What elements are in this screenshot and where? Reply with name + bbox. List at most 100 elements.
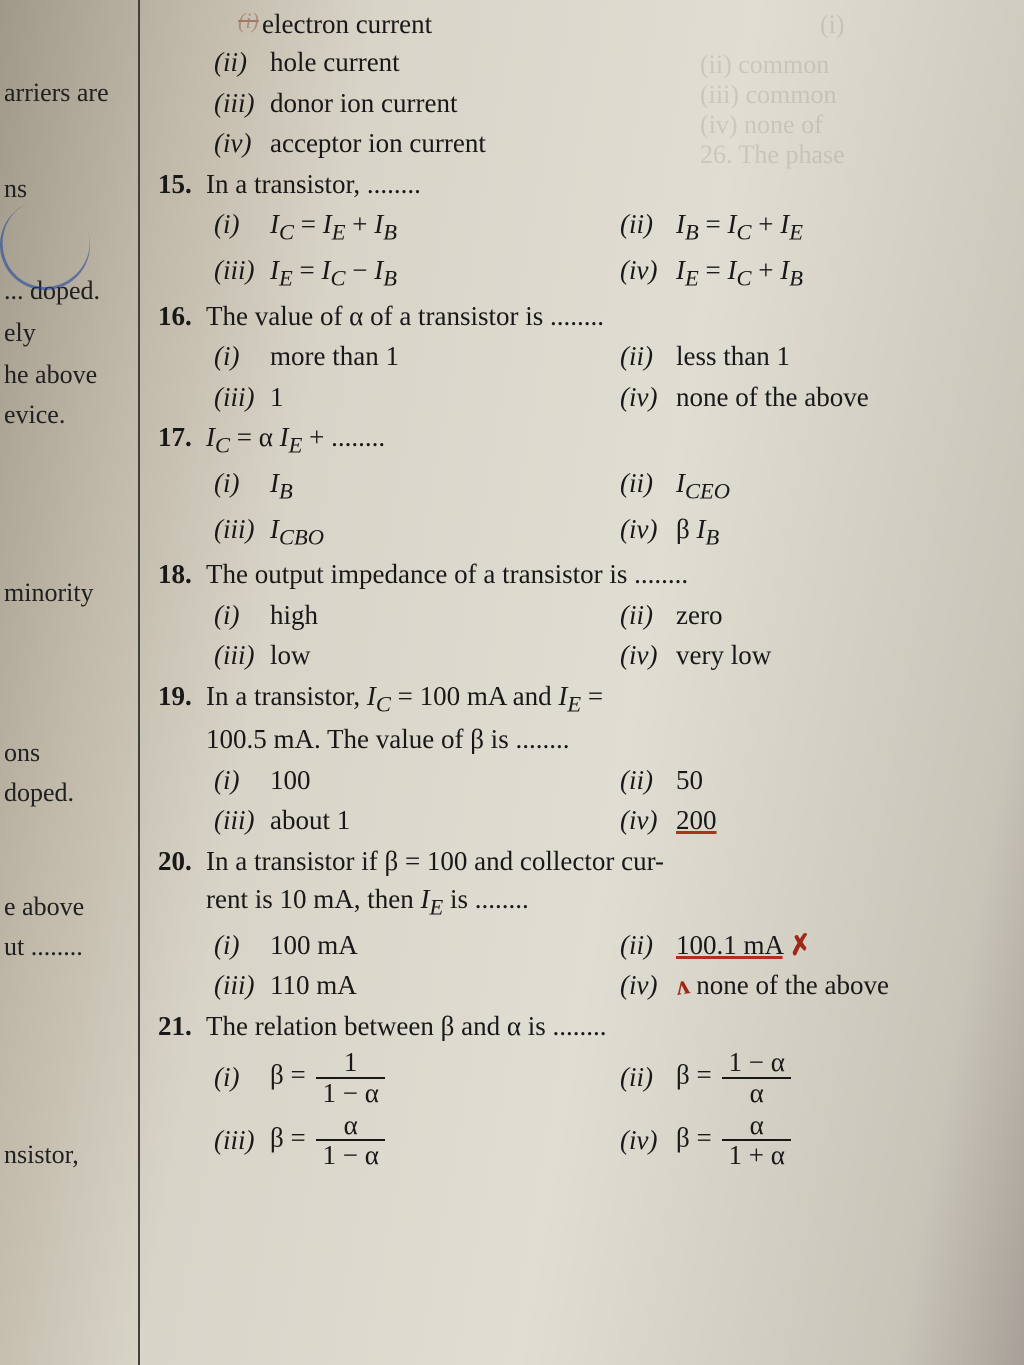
q-num: 20. — [158, 843, 206, 879]
opt-text: ʌ none of the above — [676, 967, 1018, 1003]
opt-text: very low — [676, 637, 1018, 673]
opt-text: 100.1 mA ✗ — [676, 927, 1018, 963]
opt-text: 110 mA — [270, 967, 612, 1003]
q-num: 18. — [158, 556, 206, 592]
opt-label: (ii) — [612, 338, 676, 374]
opt-text: ICEO — [676, 465, 1018, 507]
q-text-cont: rent is 10 mA, then IE is ........ — [206, 881, 1018, 923]
opt-label: (iii) — [206, 637, 270, 673]
q-text: The value of α of a transistor is ......… — [206, 298, 1018, 334]
opt-label: (iv) — [612, 637, 676, 673]
opt-label: (iv) — [612, 967, 676, 1003]
opt-label: (iii) — [206, 85, 270, 121]
frag: ... doped. — [4, 276, 134, 306]
opt-text: less than 1 — [676, 338, 1018, 374]
q20: 20. In a transistor if β = 100 and colle… — [158, 843, 1018, 879]
opt-label: (i) — [206, 465, 270, 507]
opt-label: (ii) — [612, 927, 676, 963]
opt-label: (i) — [206, 597, 270, 633]
opt-text: IE = IC − IB — [270, 252, 612, 294]
opt-label: (iii) — [206, 1126, 270, 1154]
opt-label: (i) — [206, 762, 270, 798]
opt-label: (ii) — [612, 1063, 676, 1091]
opt-text: acceptor ion current — [270, 125, 1018, 161]
opt-text: IC = IE + IB — [270, 206, 612, 248]
q-num: 19. — [158, 678, 206, 720]
q17-options: (i)IB (ii)ICEO (iii)ICBO (iv)β IB — [158, 463, 1018, 555]
q16-options: (i)more than 1 (ii)less than 1 (iii)1 (i… — [158, 336, 1018, 417]
opt-text: electron current — [262, 6, 432, 42]
opt-label: (i) — [226, 6, 262, 42]
frag: arriers are — [4, 78, 134, 108]
q19: 19. In a transistor, IC = 100 mA and IE … — [158, 678, 1018, 720]
opt-text: hole current — [270, 44, 1018, 80]
q-text: In a transistor, IC = 100 mA and IE = — [206, 678, 1018, 720]
opt-label: (iv) — [612, 252, 676, 294]
q14-trailing-options: (i) electron current (ii)hole current (i… — [158, 6, 1018, 164]
q21-options: (i) β = 11 − α (ii) β = 1 − αα (iii) β =… — [158, 1046, 1018, 1171]
opt-label: (i) — [206, 1063, 270, 1091]
opt-label: (iv) — [206, 125, 270, 161]
opt-text: β = α1 + α — [676, 1111, 1018, 1170]
hand-mark-icon: ✗ — [787, 926, 814, 965]
q16: 16. The value of α of a transistor is ..… — [158, 298, 1018, 334]
opt-text: high — [270, 597, 612, 633]
opt-label: (iv) — [612, 1126, 676, 1154]
opt-label: (ii) — [612, 465, 676, 507]
opt-text: 200 — [676, 802, 1018, 838]
page-root: arriers are ns ... doped. ely he above e… — [0, 0, 1024, 1365]
opt-text: β = α1 − α — [270, 1111, 612, 1170]
opt-label: (iii) — [206, 967, 270, 1003]
opt-text: β IB — [676, 511, 1018, 553]
opt-text: 1 — [270, 379, 612, 415]
opt-label: (iv) — [612, 511, 676, 553]
q-text: The relation between β and α is ........ — [206, 1008, 1018, 1044]
q-text: In a transistor, ........ — [206, 166, 1018, 202]
q17: 17. IC = α IE + ........ — [158, 419, 1018, 461]
frag: minority — [4, 578, 134, 608]
opt-label: (ii) — [206, 44, 270, 80]
q19-line2: 100.5 mA. The value of β is ........ — [158, 721, 1018, 757]
opt-text: IB — [270, 465, 612, 507]
frag: he above — [4, 360, 134, 390]
q-num: 21. — [158, 1008, 206, 1044]
q15-options: (i)IC = IE + IB (ii)IB = IC + IE (iii)IE… — [158, 204, 1018, 296]
q20-line2: rent is 10 mA, then IE is ........ — [158, 881, 1018, 923]
opt-label: (iii) — [206, 802, 270, 838]
opt-text: about 1 — [270, 802, 612, 838]
q18: 18. The output impedance of a transistor… — [158, 556, 1018, 592]
opt-text: more than 1 — [270, 338, 612, 374]
opt-text: IB = IC + IE — [676, 206, 1018, 248]
q21: 21. The relation between β and α is ....… — [158, 1008, 1018, 1044]
opt-label: (i) — [206, 206, 270, 248]
opt-text: zero — [676, 597, 1018, 633]
opt-label: (iii) — [206, 252, 270, 294]
q20-options: (i)100 mA (ii)100.1 mA ✗ (iii)110 mA (iv… — [158, 925, 1018, 1006]
opt-text: low — [270, 637, 612, 673]
opt-text: donor ion current — [270, 85, 1018, 121]
frag: ons — [4, 738, 134, 768]
frag: ns — [4, 174, 134, 204]
q-num: 17. — [158, 419, 206, 461]
q-text-cont: 100.5 mA. The value of β is ........ — [206, 721, 1018, 757]
opt-label: (ii) — [612, 762, 676, 798]
q-text: The output impedance of a transistor is … — [206, 556, 1018, 592]
frag: ely — [4, 318, 134, 348]
opt-text: ICBO — [270, 511, 612, 553]
opt-text: 100 — [270, 762, 612, 798]
opt-text: 50 — [676, 762, 1018, 798]
hand-check-icon: ʌ — [674, 967, 692, 1005]
opt-label: (iv) — [612, 802, 676, 838]
opt-label: (iii) — [206, 379, 270, 415]
frag: doped. — [4, 778, 134, 808]
opt-text: IE = IC + IB — [676, 252, 1018, 294]
opt-text: β = 11 − α — [270, 1048, 612, 1107]
q-text: IC = α IE + ........ — [206, 419, 1018, 461]
main-content: (i) electron current (ii)hole current (i… — [140, 0, 1024, 1365]
q15: 15. In a transistor, ........ — [158, 166, 1018, 202]
opt-label: (iii) — [206, 511, 270, 553]
opt-label: (i) — [206, 338, 270, 374]
q-num: 16. — [158, 298, 206, 334]
opt-label: (i) — [206, 927, 270, 963]
opt-text: β = 1 − αα — [676, 1048, 1018, 1107]
